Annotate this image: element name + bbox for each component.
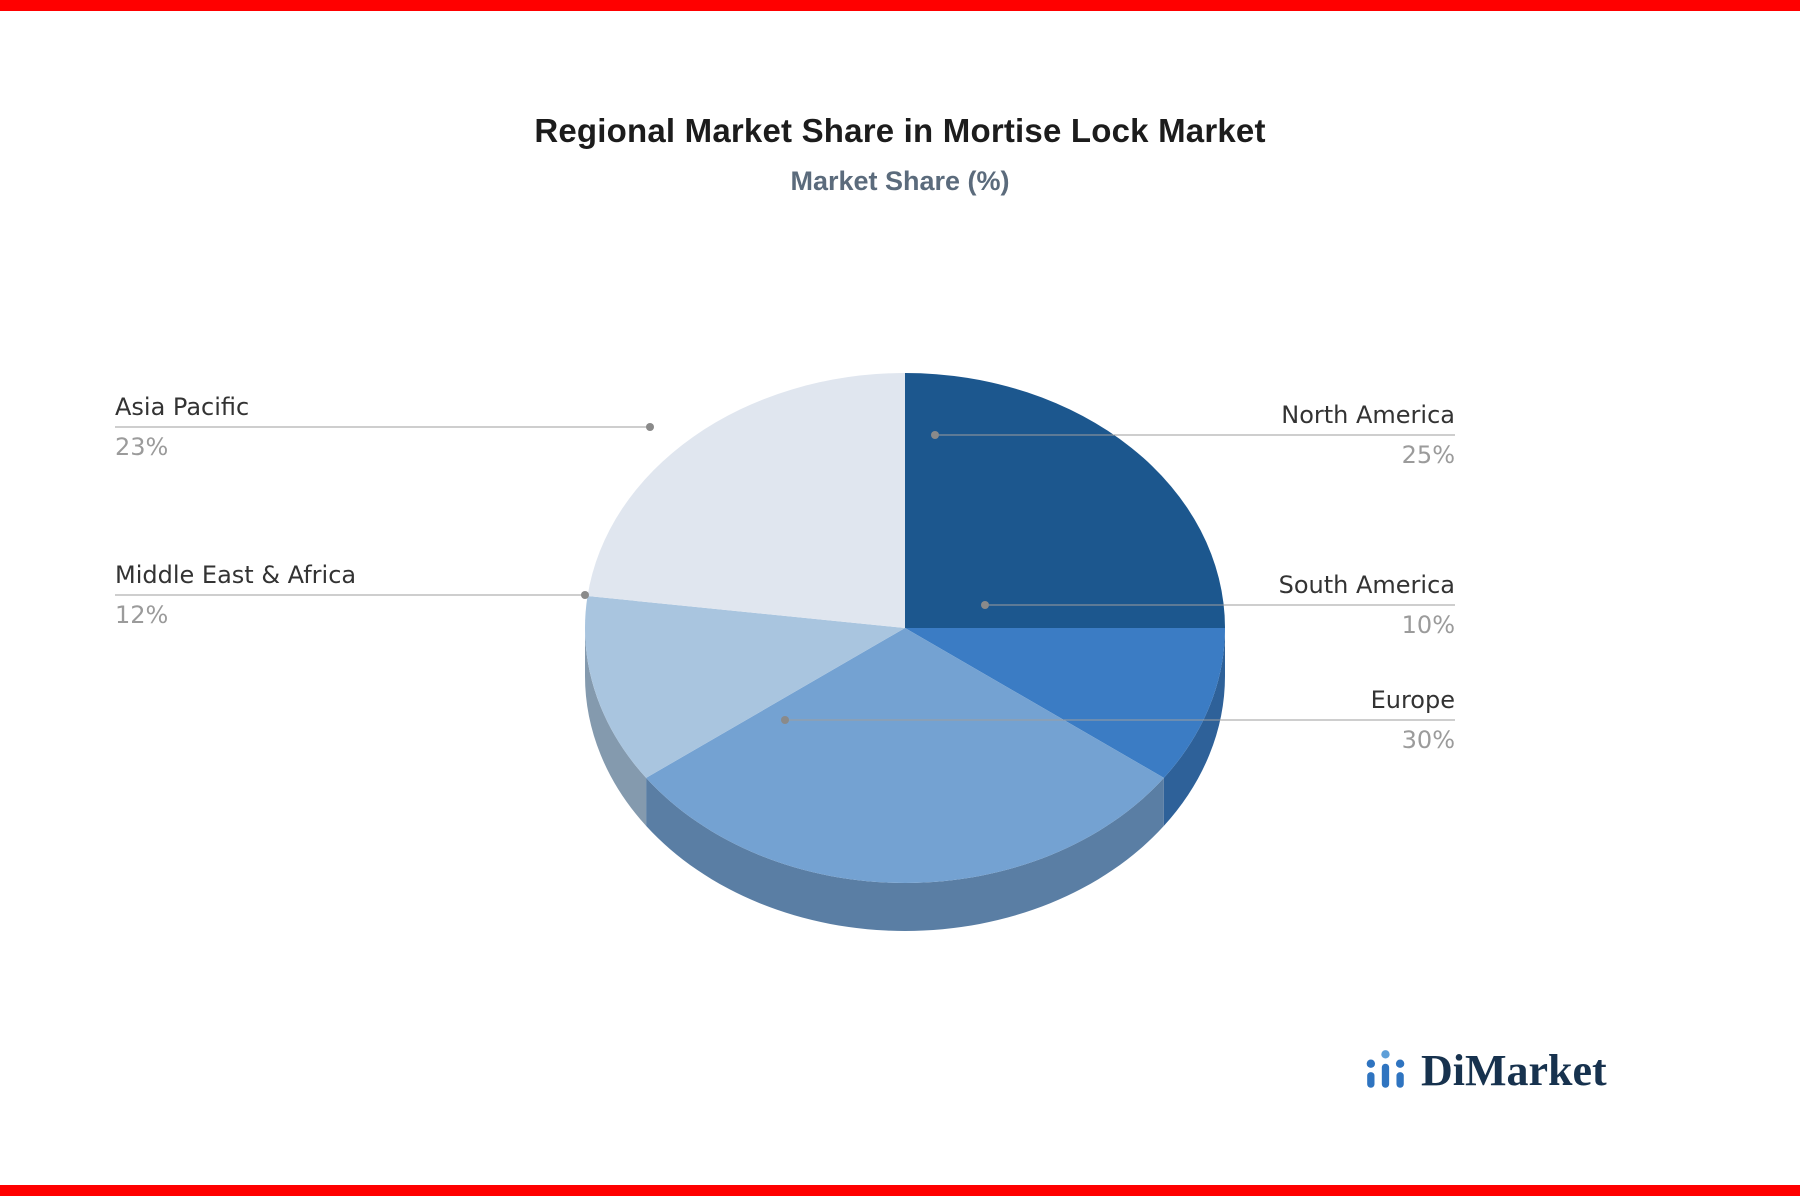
- pie-segment-south-america: [905, 628, 1225, 778]
- callout-label-north-america: North America: [1281, 401, 1455, 429]
- callout-europe: Europe 30%: [1025, 687, 1455, 753]
- callout-value-europe: 30%: [1401, 726, 1455, 754]
- chart-subtitle: Market Share (%): [790, 166, 1010, 196]
- brand-name: DiMarket: [1421, 1045, 1607, 1095]
- pie-side-south-america: [1163, 628, 1225, 826]
- callout-middle-east-africa: Middle East & Africa 12%: [115, 562, 545, 628]
- pie-segment-middle-east-africa: [585, 596, 905, 778]
- pie-segment-asia-pacific: [587, 373, 905, 628]
- callout-label-south-america: South America: [1278, 571, 1455, 599]
- leader-dot-south-america: [981, 601, 989, 609]
- pie-segment-europe: [646, 628, 1164, 883]
- leader-dot-north-america: [931, 431, 939, 439]
- pie-side-middle-east-africa: [585, 628, 647, 826]
- callout-value-middle-east-africa: 12%: [115, 601, 169, 629]
- top-accent-bar: [0, 0, 1800, 11]
- callout-value-asia-pacific: 23%: [115, 433, 169, 461]
- callout-label-asia-pacific: Asia Pacific: [115, 393, 250, 421]
- pie-segment-north-america: [905, 373, 1225, 628]
- bar-chart-icon: [1366, 1050, 1405, 1088]
- pie-side-europe: [646, 777, 1164, 931]
- bottom-accent-bar: [0, 1185, 1800, 1196]
- callout-asia-pacific: Asia Pacific 23%: [115, 394, 545, 460]
- leader-dot-middle-east-africa: [581, 591, 589, 599]
- callout-value-south-america: 10%: [1401, 611, 1455, 639]
- brand-logo: DiMarket: [1363, 1038, 1607, 1102]
- leader-dot-europe: [781, 716, 789, 724]
- chart-title: Regional Market Share in Mortise Lock Ma…: [534, 112, 1266, 149]
- callout-label-europe: Europe: [1370, 686, 1455, 714]
- callout-label-middle-east-africa: Middle East & Africa: [115, 561, 357, 589]
- callout-north-america: North America 25%: [1025, 402, 1455, 468]
- callout-value-north-america: 25%: [1401, 441, 1455, 469]
- leader-dot-asia-pacific: [646, 423, 654, 431]
- callout-south-america: South America 10%: [1025, 572, 1455, 638]
